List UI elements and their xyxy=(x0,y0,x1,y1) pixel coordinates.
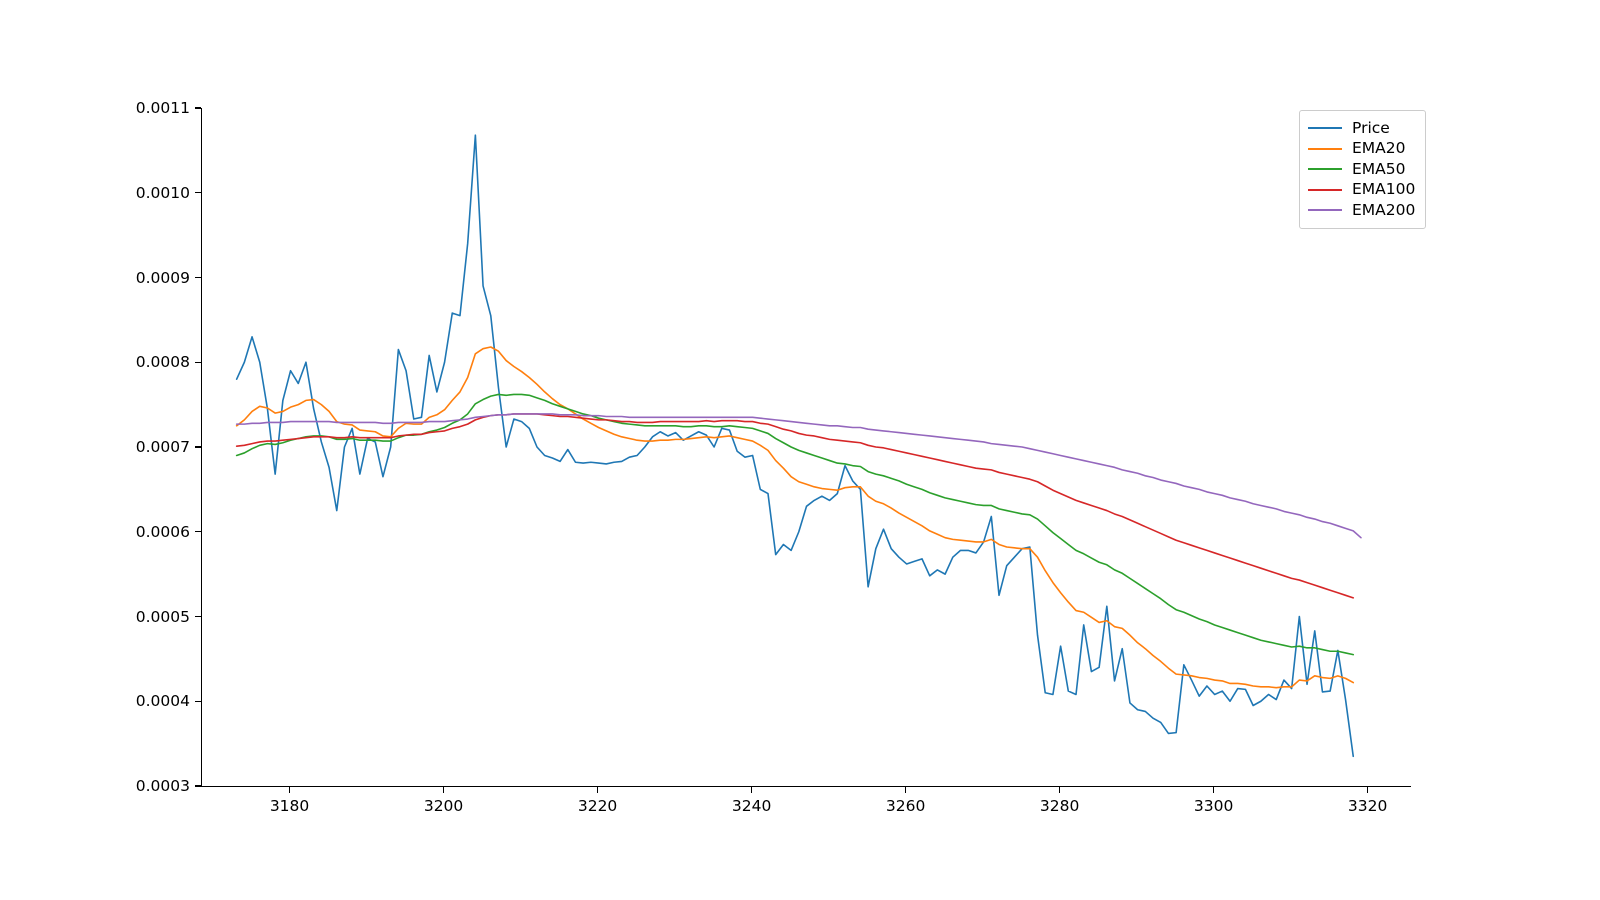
legend-item-price[interactable]: Price xyxy=(1308,118,1415,139)
plot-area xyxy=(201,108,1411,787)
y-tick-label: 0.0011 xyxy=(135,99,190,117)
legend-item-ema20[interactable]: EMA20 xyxy=(1308,139,1415,160)
legend-label: EMA200 xyxy=(1352,200,1416,219)
y-tick-mark xyxy=(195,361,201,363)
legend-item-ema200[interactable]: EMA200 xyxy=(1308,200,1415,221)
x-tick-mark xyxy=(1059,787,1061,793)
series-line-ema200 xyxy=(237,414,1361,538)
y-tick-label: 0.0010 xyxy=(135,183,190,202)
y-tick-mark xyxy=(195,276,201,279)
series-line-ema20 xyxy=(237,347,1354,688)
y-tick-mark xyxy=(195,107,201,109)
legend-label: EMA50 xyxy=(1352,159,1406,178)
x-tick-mark xyxy=(1213,787,1215,793)
legend-item-ema50[interactable]: EMA50 xyxy=(1308,159,1415,180)
chart-lines-svg xyxy=(202,108,1411,786)
y-tick-mark xyxy=(195,700,201,702)
series-line-price xyxy=(237,135,1354,756)
x-tick-mark xyxy=(442,787,445,793)
x-tick-mark xyxy=(288,787,291,793)
legend-label: Price xyxy=(1352,118,1390,137)
x-tick-mark xyxy=(750,787,753,793)
series-line-ema100 xyxy=(237,414,1354,598)
y-tick-label: 0.0008 xyxy=(135,353,190,372)
x-tick-label: 3300 xyxy=(1193,797,1234,815)
y-tick-label: 0.0005 xyxy=(135,607,190,626)
y-tick-mark xyxy=(195,785,201,787)
x-tick-label: 3220 xyxy=(577,797,618,815)
legend-color-swatch xyxy=(1308,209,1342,212)
legend-color-swatch xyxy=(1308,127,1342,130)
y-tick-label: 0.0009 xyxy=(135,268,190,287)
x-tick-mark xyxy=(596,787,599,793)
legend-item-ema100[interactable]: EMA100 xyxy=(1308,180,1415,201)
x-tick-label: 3320 xyxy=(1347,797,1388,815)
y-tick-label: 0.0006 xyxy=(135,522,190,541)
x-tick-mark xyxy=(905,787,907,793)
legend-label: EMA20 xyxy=(1352,139,1406,157)
y-tick-label: 0.0007 xyxy=(135,438,190,456)
chart-legend: Price EMA20 EMA50 EMA100 EMA200 xyxy=(1299,110,1427,229)
legend-color-swatch xyxy=(1308,188,1342,191)
x-tick-label: 3280 xyxy=(1039,797,1080,815)
y-tick-label: 0.0003 xyxy=(135,777,190,795)
x-tick-label: 3200 xyxy=(423,797,464,815)
x-tick-label: 3240 xyxy=(731,797,772,815)
legend-label: EMA100 xyxy=(1352,180,1416,198)
y-tick-mark xyxy=(195,531,201,533)
x-tick-label: 3180 xyxy=(269,797,310,815)
x-tick-mark xyxy=(1367,787,1369,793)
legend-color-swatch xyxy=(1308,168,1342,171)
x-tick-label: 3260 xyxy=(885,797,926,815)
y-tick-mark xyxy=(195,192,201,194)
series-line-ema50 xyxy=(237,394,1354,654)
y-tick-mark xyxy=(195,615,201,618)
legend-color-swatch xyxy=(1308,147,1342,150)
y-tick-mark xyxy=(195,446,201,448)
y-tick-label: 0.0004 xyxy=(135,692,190,711)
